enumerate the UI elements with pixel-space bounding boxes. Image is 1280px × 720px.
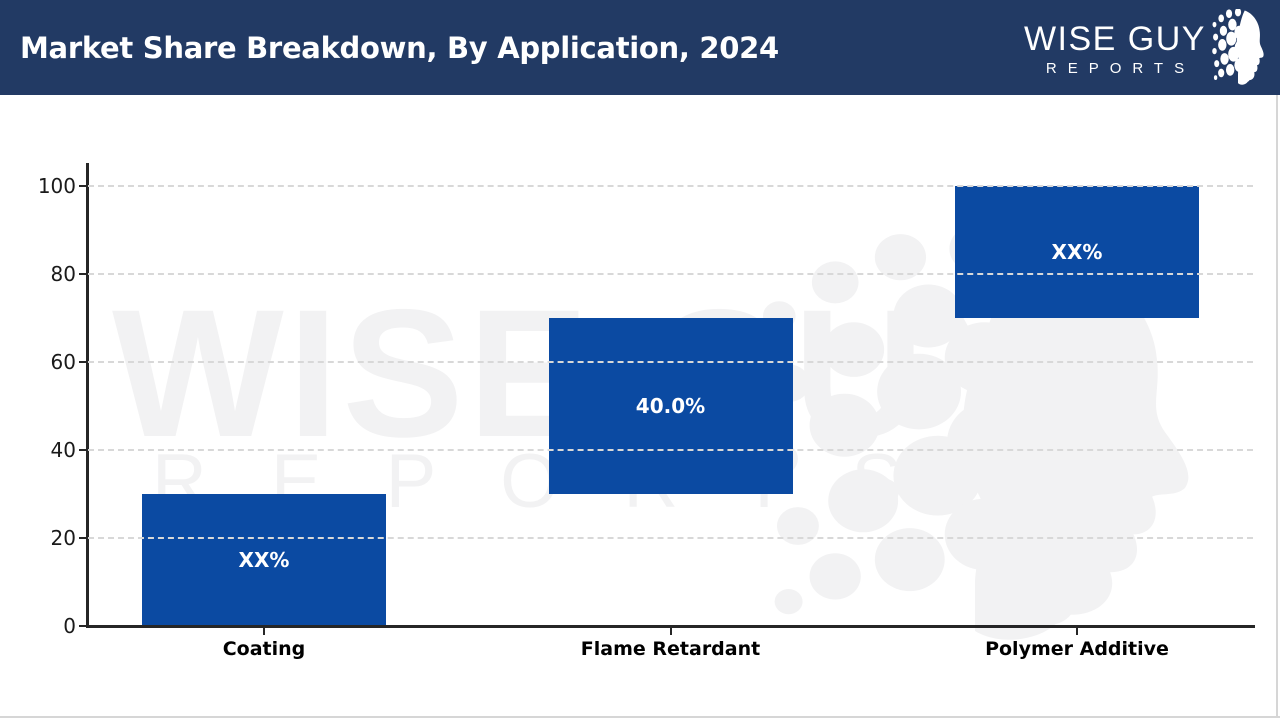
- gridline-y-40: [88, 449, 1253, 451]
- y-tick-100: [79, 185, 87, 187]
- gridline-y-60: [88, 361, 1253, 363]
- y-tick-60: [79, 361, 87, 363]
- gridline-y-80: [88, 273, 1253, 275]
- y-tick-label-60: 60: [50, 350, 76, 374]
- y-tick-label-100: 100: [37, 174, 76, 198]
- y-tick-label-20: 20: [50, 526, 76, 550]
- header: Market Share Breakdown, By Application, …: [0, 0, 1280, 95]
- bottom-edge-line: [0, 716, 1280, 718]
- gridline-y-100: [88, 185, 1253, 187]
- x-category-label-polymer-additive: Polymer Additive: [985, 638, 1169, 660]
- x-tick-coating: [263, 627, 265, 635]
- x-category-label-flame-retardant: Flame Retardant: [580, 638, 761, 660]
- x-category-label-coating: Coating: [222, 638, 306, 660]
- bar-value-label-polymer-additive: XX%: [1051, 240, 1103, 264]
- page-title: Market Share Breakdown, By Application, …: [20, 30, 779, 65]
- x-axis-line: [86, 625, 1255, 628]
- logo-wordmark: WISE GUY: [1023, 19, 1206, 58]
- right-edge-line: [1276, 95, 1278, 718]
- logo-subtitle: REPORTS: [1045, 59, 1196, 77]
- y-tick-label-80: 80: [50, 262, 76, 286]
- x-tick-flame-retardant: [669, 627, 672, 635]
- y-tick-label-40: 40: [50, 438, 76, 462]
- y-tick-40: [79, 449, 87, 451]
- bar-polymer-additive: [955, 186, 1199, 318]
- bar-value-label-flame-retardant: 40.0%: [635, 394, 706, 418]
- gridline-y-20: [88, 537, 1253, 539]
- y-axis-line: [86, 163, 89, 628]
- y-tick-80: [79, 273, 87, 275]
- y-tick-0: [79, 625, 87, 627]
- y-tick-20: [79, 537, 87, 539]
- bar-coating: [142, 494, 386, 626]
- wise-guy-reports-logo: WISE GUY REPORTS: [1024, 9, 1266, 87]
- x-tick-polymer-additive: [1076, 627, 1078, 635]
- logo-text: WISE GUY REPORTS: [1024, 22, 1206, 76]
- y-tick-label-0: 0: [63, 614, 76, 638]
- bar-value-label-coating: XX%: [238, 548, 290, 572]
- bar-flame-retardant: [548, 318, 793, 494]
